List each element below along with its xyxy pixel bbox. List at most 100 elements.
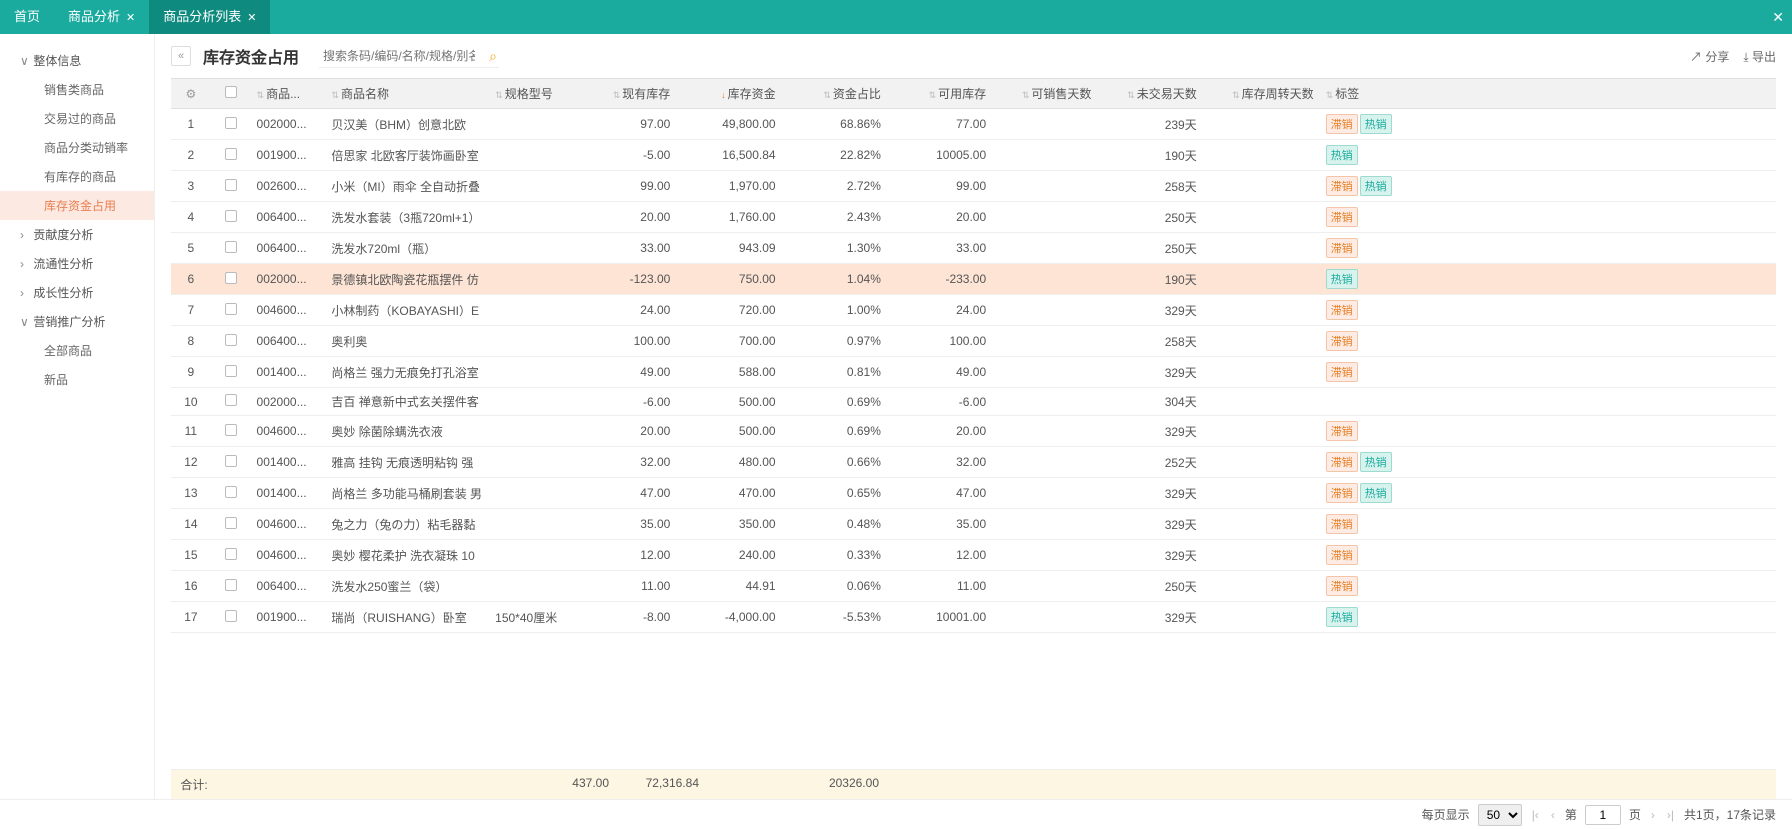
column-header[interactable]: 可销售天数 bbox=[992, 79, 1097, 109]
chevron-right-icon: › bbox=[20, 228, 30, 242]
tab-首页[interactable]: 首页 bbox=[0, 0, 54, 34]
tab-商品分析列表[interactable]: 商品分析列表✕ bbox=[149, 0, 270, 34]
row-checkbox[interactable] bbox=[225, 210, 237, 222]
row-checkbox[interactable] bbox=[225, 579, 237, 591]
table-row[interactable]: 5006400...洗发水720ml（瓶）33.00943.091.30%33.… bbox=[171, 233, 1776, 264]
sidebar-group[interactable]: › 成长性分析 bbox=[0, 278, 154, 307]
row-checkbox[interactable] bbox=[225, 272, 237, 284]
table-row[interactable]: 2001900...倍思家 北欧客厅装饰画卧室-5.0016,500.8422.… bbox=[171, 140, 1776, 171]
sidebar-item[interactable]: 库存资金占用 bbox=[0, 191, 154, 220]
table-cell: -5.00 bbox=[571, 140, 676, 171]
tab-close-icon[interactable]: ✕ bbox=[126, 12, 135, 24]
tab-close-icon[interactable]: ✕ bbox=[247, 12, 256, 24]
page-first-button[interactable]: |‹ bbox=[1530, 808, 1541, 822]
row-checkbox[interactable] bbox=[225, 486, 237, 498]
totals-row: 合计:437.0072,316.8420326.00 bbox=[171, 769, 1776, 799]
row-checkbox[interactable] bbox=[225, 117, 237, 129]
row-checkbox[interactable] bbox=[225, 148, 237, 160]
column-header[interactable]: 库存资金 bbox=[676, 79, 781, 109]
sidebar-group[interactable]: ∨ 营销推广分析 bbox=[0, 307, 154, 336]
table-row[interactable]: 13001400...尚格兰 多功能马桶刷套装 男47.00470.000.65… bbox=[171, 478, 1776, 509]
column-header[interactable]: 标签 bbox=[1320, 79, 1425, 109]
row-checkbox[interactable] bbox=[225, 365, 237, 377]
table-row[interactable]: 9001400...尚格兰 强力无痕免打孔浴室49.00588.000.81%4… bbox=[171, 357, 1776, 388]
row-checkbox[interactable] bbox=[225, 455, 237, 467]
tab-商品分析[interactable]: 商品分析✕ bbox=[54, 0, 149, 34]
column-header[interactable]: 库存周转天数 bbox=[1203, 79, 1320, 109]
share-button[interactable]: ↗ 分享 bbox=[1690, 48, 1729, 65]
sidebar-item[interactable]: 商品分类动销率 bbox=[0, 133, 154, 162]
totals-cell bbox=[699, 776, 789, 793]
table-row[interactable]: 8006400...奥利奥100.00700.000.97%100.00258天… bbox=[171, 326, 1776, 357]
search-icon[interactable]: ⌕ bbox=[489, 48, 497, 65]
column-header[interactable]: 资金占比 bbox=[782, 79, 887, 109]
column-header bbox=[1425, 79, 1776, 109]
sidebar-item[interactable]: 销售类商品 bbox=[0, 75, 154, 104]
table-cell bbox=[489, 416, 571, 447]
table-cell: 49,800.00 bbox=[676, 109, 781, 140]
row-checkbox[interactable] bbox=[225, 241, 237, 253]
table-cell: -6.00 bbox=[571, 388, 676, 416]
totals-cell bbox=[245, 776, 309, 793]
sidebar-group[interactable]: ∨ 整体信息 bbox=[0, 46, 154, 75]
close-all-icon[interactable]: ✕ bbox=[1772, 9, 1784, 26]
column-header[interactable]: 规格型号 bbox=[489, 79, 571, 109]
page-prev-button[interactable]: ‹ bbox=[1549, 808, 1557, 822]
row-checkbox[interactable] bbox=[225, 334, 237, 346]
table-row[interactable]: 7004600...小林制药（KOBAYASHI）E24.00720.001.0… bbox=[171, 295, 1776, 326]
column-header[interactable]: 未交易天数 bbox=[1097, 79, 1202, 109]
sidebar-item[interactable]: 全部商品 bbox=[0, 336, 154, 365]
table-cell: 雅高 挂钩 无痕透明粘钩 强 bbox=[325, 447, 489, 478]
table-cell bbox=[211, 264, 251, 295]
select-all-checkbox[interactable] bbox=[225, 86, 237, 98]
table-cell bbox=[992, 140, 1097, 171]
table-cell bbox=[1425, 478, 1776, 509]
row-checkbox[interactable] bbox=[225, 610, 237, 622]
column-header[interactable]: 商品名称 bbox=[325, 79, 489, 109]
table-row[interactable]: 17001900...瑞尚（RUISHANG）卧室150*40厘米-8.00-4… bbox=[171, 602, 1776, 633]
row-checkbox[interactable] bbox=[225, 303, 237, 315]
sidebar-item[interactable]: 新品 bbox=[0, 365, 154, 394]
per-page-select[interactable]: 50 bbox=[1478, 804, 1522, 826]
column-header[interactable]: 商品... bbox=[251, 79, 326, 109]
sidebar-item[interactable]: 交易过的商品 bbox=[0, 104, 154, 133]
table-row[interactable]: 15004600...奥妙 樱花柔护 洗衣凝珠 1012.00240.000.3… bbox=[171, 540, 1776, 571]
row-checkbox[interactable] bbox=[225, 424, 237, 436]
table-row[interactable]: 1002000...贝汉美（BHM）创意北欧97.0049,800.0068.8… bbox=[171, 109, 1776, 140]
page-input[interactable] bbox=[1585, 805, 1621, 825]
row-checkbox[interactable] bbox=[225, 517, 237, 529]
gear-icon[interactable]: ⚙ bbox=[186, 87, 197, 101]
table-cell: 奥妙 樱花柔护 洗衣凝珠 10 bbox=[325, 540, 489, 571]
table-row[interactable]: 6002000...景德镇北欧陶瓷花瓶摆件 仿-123.00750.001.04… bbox=[171, 264, 1776, 295]
sidebar-item[interactable]: 有库存的商品 bbox=[0, 162, 154, 191]
column-header[interactable]: 可用库存 bbox=[887, 79, 992, 109]
column-header[interactable]: 现有库存 bbox=[571, 79, 676, 109]
table-cell bbox=[489, 478, 571, 509]
table-cell: 258天 bbox=[1097, 326, 1202, 357]
page-next-button[interactable]: › bbox=[1649, 808, 1657, 822]
collapse-sidebar-button[interactable]: « bbox=[171, 46, 191, 66]
export-button[interactable]: ⤓ 导出 bbox=[1743, 48, 1776, 65]
table-row[interactable]: 3002600...小米（MI）雨伞 全自动折叠99.001,970.002.7… bbox=[171, 171, 1776, 202]
row-checkbox[interactable] bbox=[225, 394, 237, 406]
page-last-button[interactable]: ›| bbox=[1665, 808, 1676, 822]
search-input[interactable] bbox=[319, 45, 499, 68]
totals-cell bbox=[1249, 776, 1549, 793]
table-row[interactable]: 4006400...洗发水套装（3瓶720ml+1）20.001,760.002… bbox=[171, 202, 1776, 233]
table-row[interactable]: 12001400...雅高 挂钩 无痕透明粘钩 强32.00480.000.66… bbox=[171, 447, 1776, 478]
table-cell bbox=[992, 171, 1097, 202]
table-row[interactable]: 14004600...兔之力（兔の力）粘毛器黏35.00350.000.48%3… bbox=[171, 509, 1776, 540]
table-cell: 15 bbox=[171, 540, 211, 571]
table-cell: 20.00 bbox=[887, 416, 992, 447]
table-row[interactable]: 16006400...洗发水250蜜兰（袋）11.0044.910.06%11.… bbox=[171, 571, 1776, 602]
row-checkbox[interactable] bbox=[225, 179, 237, 191]
table-row[interactable]: 11004600...奥妙 除菌除螨洗衣液20.00500.000.69%20.… bbox=[171, 416, 1776, 447]
chevron-right-icon: › bbox=[20, 286, 30, 300]
table-row[interactable]: 10002000...吉百 禅意新中式玄关摆件客-6.00500.000.69%… bbox=[171, 388, 1776, 416]
totals-cell: 72,316.84 bbox=[609, 776, 699, 793]
table-cell: 洗发水720ml（瓶） bbox=[325, 233, 489, 264]
row-checkbox[interactable] bbox=[225, 548, 237, 560]
table-cell: 49.00 bbox=[571, 357, 676, 388]
sidebar-group[interactable]: › 流通性分析 bbox=[0, 249, 154, 278]
sidebar-group[interactable]: › 贡献度分析 bbox=[0, 220, 154, 249]
